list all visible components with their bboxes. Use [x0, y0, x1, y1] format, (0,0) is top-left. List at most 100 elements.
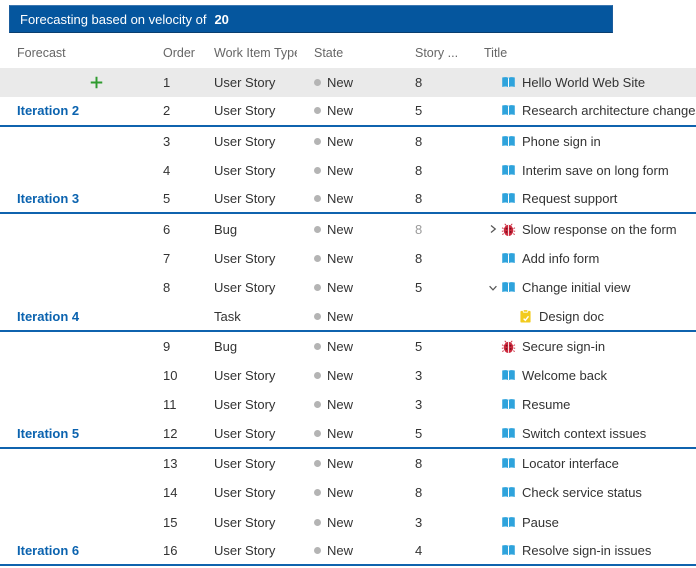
order-value: 16: [163, 542, 178, 558]
work-item-title: Resume: [522, 397, 571, 413]
task-icon: [518, 308, 533, 324]
table-row[interactable]: 10 User Story New 3 Welcome back: [0, 361, 696, 390]
title-cell: Phone sign in: [467, 134, 696, 149]
table-row[interactable]: Iteration 5 12 User Story New 5 Switch contex…: [0, 420, 696, 449]
state-dot-icon: [314, 167, 321, 175]
order-value: 7: [163, 250, 171, 266]
chevron-right-icon[interactable]: [484, 224, 501, 234]
state-cell: New: [297, 339, 398, 354]
state-dot-icon: [314, 312, 321, 320]
state-label: New: [327, 338, 354, 354]
story-points: 8: [415, 250, 423, 266]
state-label: New: [327, 133, 354, 149]
iteration-label: Iteration 4: [17, 308, 80, 324]
bug-icon: [501, 339, 516, 354]
state-cell: New: [297, 456, 398, 471]
state-dot-icon: [314, 401, 321, 409]
state-dot-icon: [314, 284, 321, 292]
column-header-order[interactable]: Order: [163, 46, 195, 60]
work-item-title: Add info form: [522, 250, 600, 266]
table-row[interactable]: 9 Bug New 5 Secure sign-in: [0, 332, 696, 361]
state-cell: New: [297, 191, 398, 206]
story-points: 8: [415, 163, 423, 179]
table-row[interactable]: 4 User Story New 8 Interim save on long form: [0, 156, 696, 185]
work-item-type: User Story: [214, 191, 276, 207]
order-value: 14: [163, 485, 178, 501]
work-item-type: User Story: [214, 485, 276, 501]
add-work-item-icon[interactable]: [90, 75, 105, 90]
title-cell: Research architecture changes: [467, 103, 696, 118]
table-row[interactable]: 3 User Story New 8 Phone sign in: [0, 127, 696, 156]
table-row[interactable]: Iteration 4 Task New Design doc: [0, 302, 696, 332]
forecast-velocity-label: Forecasting based on velocity of: [20, 11, 207, 27]
story-points: 5: [415, 103, 423, 119]
table-row[interactable]: 13 User Story New 8 Locator interface: [0, 449, 696, 478]
user-story-icon: [501, 368, 516, 383]
column-header-forecast[interactable]: Forecast: [17, 46, 66, 60]
story-points: 8: [415, 485, 423, 501]
story-points: 5: [415, 280, 423, 296]
order-value: 13: [163, 456, 178, 471]
user-story-icon: [501, 515, 516, 530]
state-dot-icon: [314, 546, 321, 554]
table-row[interactable]: 8 User Story New 5 Change initial view: [0, 273, 696, 302]
forecast-velocity-value[interactable]: 20: [214, 11, 229, 27]
story-points: 5: [415, 425, 423, 441]
order-value: 11: [163, 397, 177, 413]
table-row[interactable]: 6 Bug New 8 Slow response on the form: [0, 214, 696, 243]
title-cell: Request support: [467, 191, 696, 206]
user-story-icon: [501, 75, 516, 90]
table-row[interactable]: Iteration 2 2 User Story New 5 Research archi…: [0, 97, 696, 127]
title-cell: Resume: [467, 397, 696, 412]
column-header-title[interactable]: Title: [484, 46, 508, 60]
user-story-icon: [501, 251, 516, 266]
story-points: 5: [415, 338, 423, 354]
table-row[interactable]: 11 User Story New 3 Resume: [0, 390, 696, 419]
state-cell: New: [297, 163, 398, 178]
state-label: New: [327, 425, 354, 441]
forecast-velocity-bar: Forecasting based on velocity of 20: [9, 5, 613, 33]
state-label: New: [327, 456, 354, 471]
table-row[interactable]: 15 User Story New 3 Pause: [0, 507, 696, 536]
state-dot-icon: [314, 518, 321, 526]
forecast-cell: Iteration 3: [0, 191, 146, 206]
story-points: 8: [415, 191, 423, 207]
user-story-icon: [501, 485, 516, 500]
state-cell: New: [297, 485, 398, 500]
state-dot-icon: [314, 107, 321, 115]
state-cell: New: [297, 222, 398, 237]
state-label: New: [327, 163, 354, 179]
work-item-type: User Story: [214, 542, 276, 558]
column-header-work-item-type[interactable]: Work Item Type: [214, 46, 297, 60]
state-dot-icon: [314, 195, 321, 203]
work-item-type: User Story: [214, 133, 276, 149]
state-label: New: [327, 485, 354, 501]
order-value: 10: [163, 368, 178, 384]
state-label: New: [327, 368, 354, 384]
work-item-type: User Story: [214, 75, 276, 91]
story-points: 8: [415, 456, 423, 471]
table-row[interactable]: 14 User Story New 8 Check service status: [0, 478, 696, 507]
story-points: 4: [415, 542, 423, 558]
column-header-story-points[interactable]: Story ...: [415, 46, 459, 60]
order-value: 1: [163, 75, 171, 91]
table-row[interactable]: Iteration 6 16 User Story New 4 Resolve sign-…: [0, 537, 696, 567]
forecast-cell: Iteration 6: [0, 543, 146, 558]
state-label: New: [327, 191, 354, 207]
work-item-title: Secure sign-in: [522, 338, 606, 354]
table-row[interactable]: Iteration 3 5 User Story New 8 Request suppor…: [0, 185, 696, 215]
title-cell: Change initial view: [467, 280, 696, 295]
work-item-title: Design doc: [539, 308, 605, 324]
state-cell: New: [297, 251, 398, 266]
chevron-down-icon[interactable]: [484, 283, 501, 293]
work-item-type: User Story: [214, 397, 276, 413]
story-points: 3: [415, 514, 423, 530]
order-value: 9: [163, 338, 171, 354]
work-item-type: User Story: [214, 456, 276, 471]
bug-icon: [501, 222, 516, 237]
table-row[interactable]: 7 User Story New 8 Add info form: [0, 244, 696, 273]
table-row[interactable]: 1 User Story New 8 Hello World Web Site: [0, 68, 696, 98]
user-story-icon: [501, 426, 516, 441]
work-item-type: Task: [214, 308, 241, 324]
column-header-state[interactable]: State: [314, 46, 344, 60]
